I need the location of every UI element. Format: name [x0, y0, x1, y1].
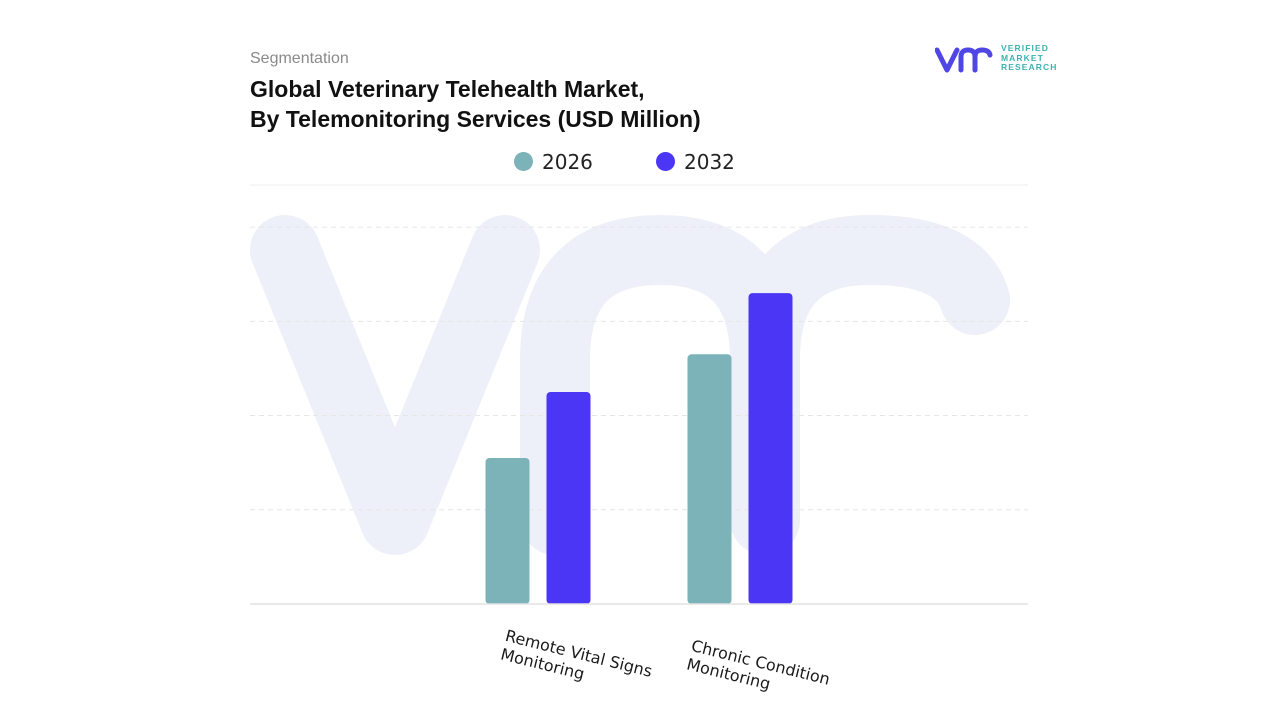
gridlines	[250, 226, 1028, 511]
brand-logo: VERIFIED MARKET RESEARCH	[935, 43, 1065, 78]
legend-swatch-2026	[514, 152, 533, 171]
chart-title: Global Veterinary Telehealth Market, By …	[250, 74, 890, 134]
chart-legend: 2026 2032	[0, 149, 1280, 175]
vmr-watermark-icon	[250, 214, 1010, 555]
vmr-logo-icon	[935, 47, 993, 73]
chart-title-line-2: By Telemonitoring Services (USD Million)	[250, 106, 701, 132]
brand-wordmark: VERIFIED MARKET RESEARCH	[1001, 43, 1058, 73]
brand-word-2: MARKET	[1001, 52, 1044, 63]
brand-word-1: VERIFIED	[1001, 43, 1050, 53]
bars	[485, 293, 793, 604]
legend-label-2032: 2032	[684, 150, 735, 174]
bar-2032-remote-vital-signs	[546, 392, 591, 604]
section-eyebrow: Segmentation	[250, 50, 349, 67]
legend-label-2026: 2026	[542, 150, 593, 174]
bar-2026-chronic-condition	[687, 354, 732, 604]
bar-2026-remote-vital-signs	[485, 457, 530, 604]
legend-swatch-2032	[656, 152, 675, 171]
bar-2032-chronic-condition	[748, 293, 793, 604]
chart-title-line-1: Global Veterinary Telehealth Market,	[250, 76, 645, 102]
brand-word-3: RESEARCH	[1001, 62, 1058, 72]
